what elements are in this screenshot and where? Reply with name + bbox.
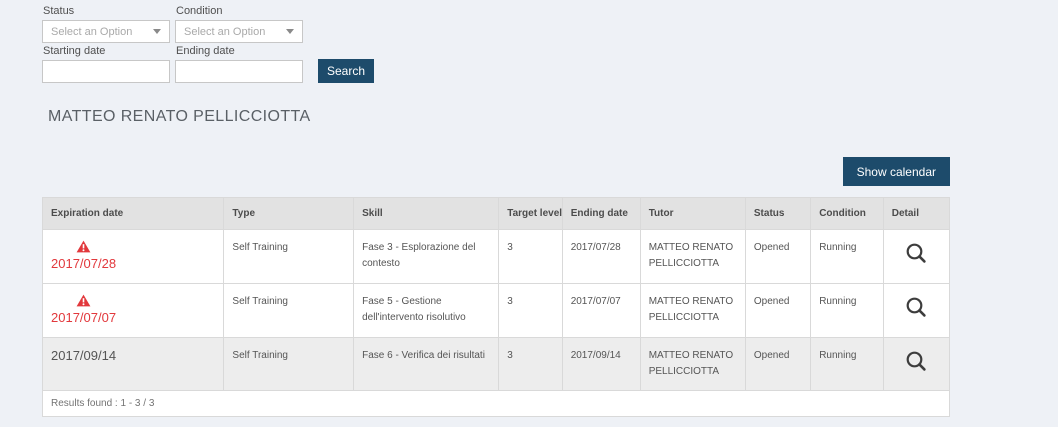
cell-type: Self Training	[223, 229, 355, 284]
page-title: MATTEO RENATO PELLICCIOTTA	[48, 108, 311, 125]
table-row: 2017/07/28 Self Training Fase 3 - Esplor…	[41, 229, 951, 284]
ending-date-label: Ending date	[176, 45, 235, 57]
magnifier-icon	[906, 297, 927, 318]
cell-tutor: MATTEO RENATO PELLICCIOTTA	[639, 229, 746, 284]
detail-button[interactable]	[904, 241, 928, 265]
status-select[interactable]: Select an Option	[42, 20, 170, 43]
column-header-expiration-date: Expiration date	[41, 197, 225, 230]
cell-ending-date: 2017/07/28	[561, 229, 641, 284]
column-header-skill: Skill	[353, 197, 500, 230]
warning-icon	[76, 240, 91, 253]
detail-button[interactable]	[904, 349, 928, 373]
cell-expiration-date: 2017/07/28	[41, 229, 225, 284]
cell-type: Self Training	[223, 282, 355, 338]
condition-label: Condition	[176, 5, 223, 17]
cell-condition: Running	[810, 282, 884, 338]
expiration-date-text: 2017/07/07	[51, 309, 117, 325]
cell-target-level: 3	[498, 229, 563, 284]
cell-type: Self Training	[223, 336, 355, 391]
condition-select[interactable]: Select an Option	[175, 20, 303, 43]
page: Status Select an Option Condition Select…	[41, 3, 951, 417]
condition-select-value: Select an Option	[184, 25, 266, 38]
cell-detail	[882, 282, 951, 338]
cell-target-level: 3	[498, 282, 563, 338]
status-label: Status	[43, 5, 75, 17]
warning-icon	[76, 294, 91, 307]
status-select-value: Select an Option	[51, 25, 133, 38]
cell-status: Opened	[744, 229, 812, 284]
starting-date-field: Starting date	[42, 43, 170, 83]
cell-target-level: 3	[498, 336, 563, 391]
cell-ending-date: 2017/09/14	[561, 336, 641, 391]
column-header-status: Status	[744, 197, 812, 230]
table-row: 2017/09/14 Self Training Fase 6 - Verifi…	[41, 336, 951, 391]
column-header-type: Type	[223, 197, 355, 230]
column-header-ending-date: Ending date	[561, 197, 641, 230]
filter-row-dates: Starting date Ending date Search	[42, 43, 950, 83]
results-table: Expiration date Type Skill Target level …	[41, 197, 951, 417]
table-header-row: Expiration date Type Skill Target level …	[41, 197, 951, 230]
caret-down-icon	[286, 29, 294, 34]
ending-date-field: Ending date	[175, 43, 303, 83]
status-field: Status Select an Option	[42, 3, 170, 43]
caret-down-icon	[153, 29, 161, 34]
cell-status: Opened	[744, 282, 812, 338]
cell-expiration-date: 2017/09/14	[41, 336, 225, 391]
cell-detail	[882, 229, 951, 284]
column-header-tutor: Tutor	[639, 197, 746, 230]
ending-date-input[interactable]	[175, 60, 303, 83]
show-calendar-button[interactable]: Show calendar	[842, 157, 950, 186]
cell-tutor: MATTEO RENATO PELLICCIOTTA	[639, 282, 746, 338]
table-row: 2017/07/07 Self Training Fase 5 - Gestio…	[41, 282, 951, 338]
condition-field: Condition Select an Option	[175, 3, 303, 43]
magnifier-icon	[906, 244, 927, 264]
cell-expiration-date: 2017/07/07	[41, 282, 225, 338]
column-header-target-level: Target level	[498, 197, 563, 230]
cell-tutor: MATTEO RENATO PELLICCIOTTA	[639, 336, 746, 391]
cell-condition: Running	[810, 229, 884, 284]
table-footer-row: Results found : 1 - 3 / 3	[42, 389, 950, 417]
cell-ending-date: 2017/07/07	[561, 282, 641, 338]
expiration-date-text: 2017/09/14	[51, 347, 117, 363]
column-header-detail: Detail	[882, 197, 951, 230]
toolbar: Show calendar	[42, 157, 950, 186]
magnifier-icon	[906, 351, 927, 371]
search-button[interactable]: Search	[318, 59, 375, 83]
cell-skill: Fase 5 - Gestione dell'intervento risolu…	[353, 282, 500, 338]
cell-condition: Running	[810, 336, 884, 391]
column-header-condition: Condition	[810, 197, 884, 230]
cell-status: Opened	[744, 336, 812, 391]
results-count: Results found : 1 - 3 / 3	[42, 389, 950, 417]
filter-row-selects: Status Select an Option Condition Select…	[42, 3, 950, 43]
starting-date-input[interactable]	[42, 60, 170, 83]
filter-panel: Status Select an Option Condition Select…	[42, 3, 950, 83]
cell-detail	[882, 336, 951, 391]
cell-skill: Fase 3 - Esplorazione del contesto	[353, 229, 500, 284]
cell-skill: Fase 6 - Verifica dei risultati	[353, 336, 500, 391]
detail-button[interactable]	[904, 295, 928, 319]
starting-date-label: Starting date	[43, 45, 106, 57]
expiration-date-text: 2017/07/28	[51, 256, 117, 271]
